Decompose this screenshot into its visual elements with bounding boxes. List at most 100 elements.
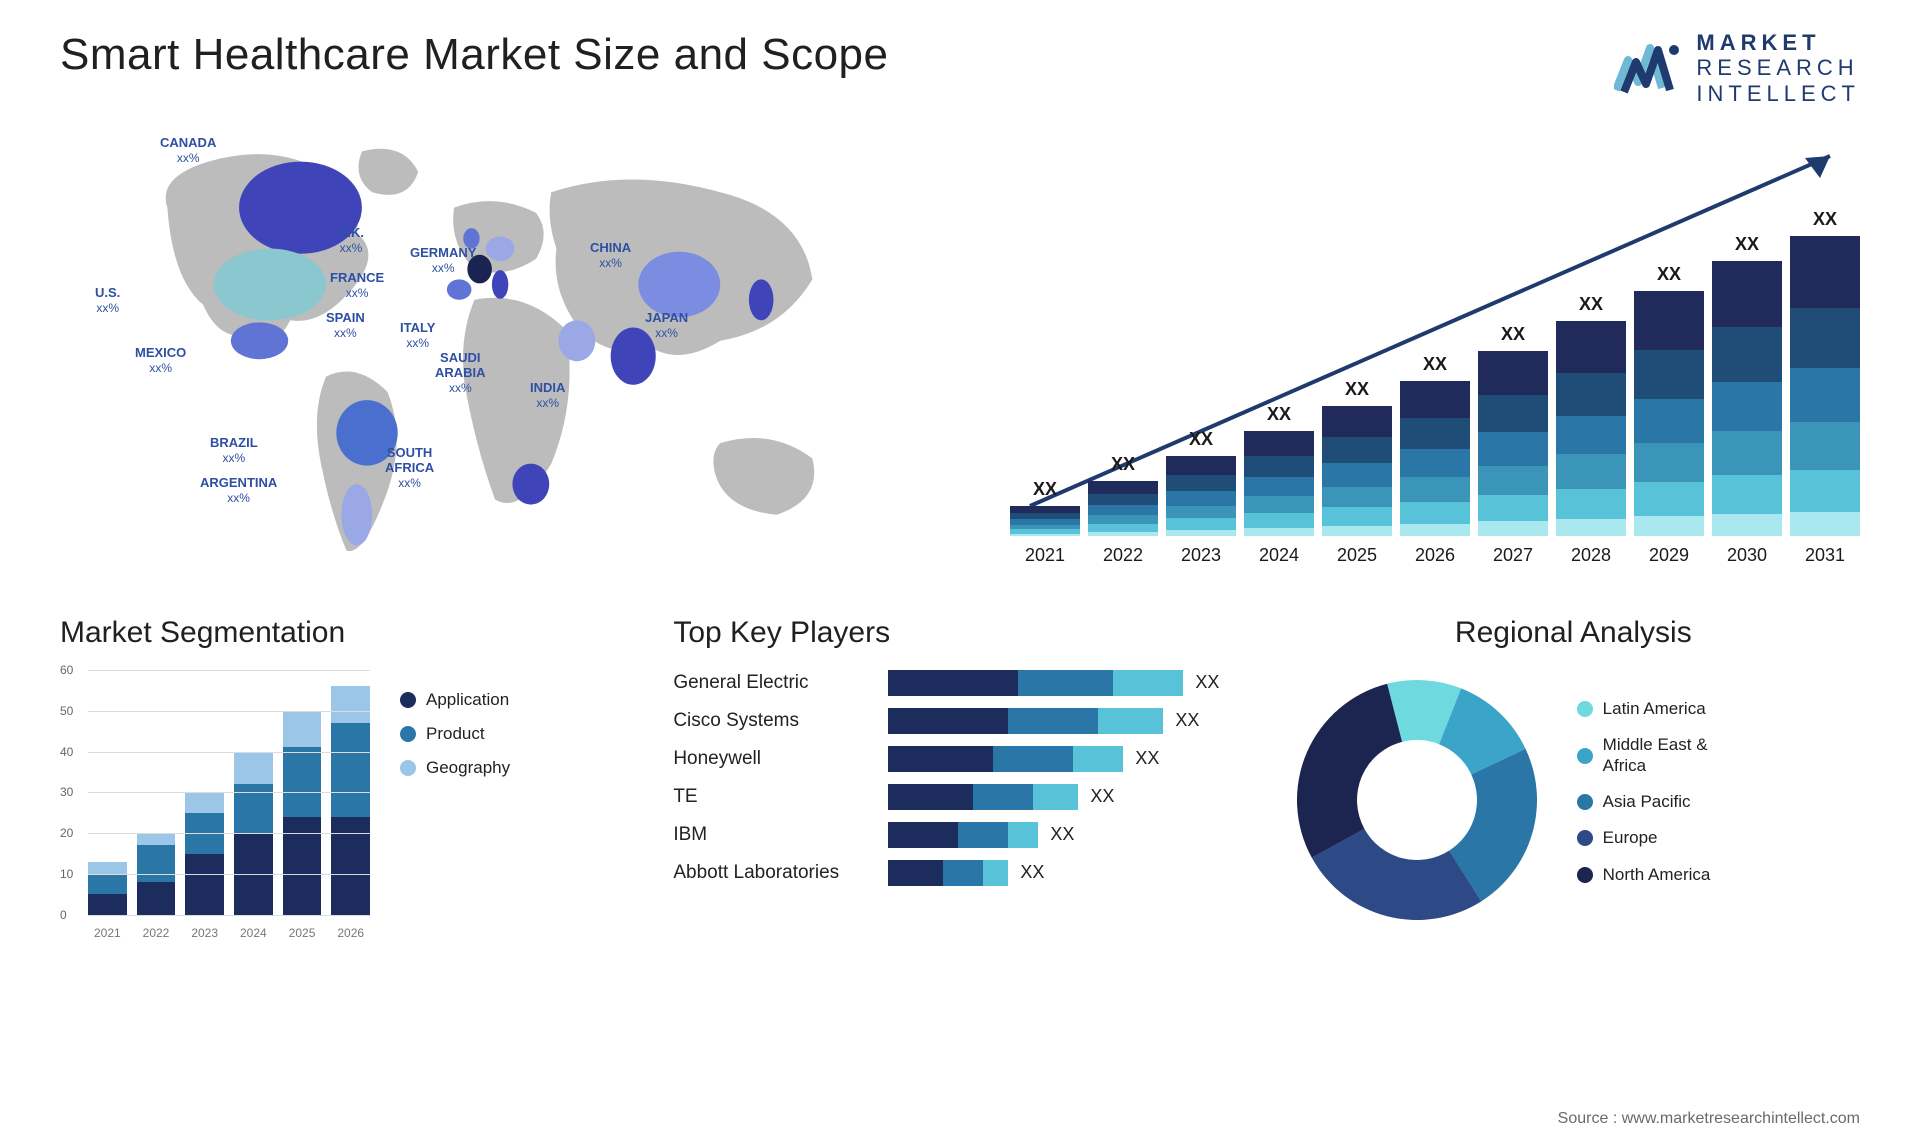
- growth-segment: [1088, 481, 1158, 494]
- growth-segment: [1244, 496, 1314, 513]
- growth-segment: [1400, 502, 1470, 524]
- growth-bar-label: XX: [1033, 479, 1057, 500]
- growth-bar-2031: XX: [1790, 236, 1860, 536]
- growth-segment: [1088, 532, 1158, 536]
- logo-line1: MARKET: [1696, 30, 1860, 55]
- y-tick-label: 50: [60, 704, 73, 718]
- legend-label: Asia Pacific: [1603, 792, 1691, 812]
- key-player-bar-wrap: XX: [888, 708, 1246, 734]
- growth-segment: [1712, 514, 1782, 536]
- growth-segment: [1010, 506, 1080, 513]
- map-label-saudi-arabia: SAUDIARABIAxx%: [435, 351, 486, 396]
- legend-label: North America: [1603, 865, 1711, 885]
- growth-bar-2024: XX: [1244, 431, 1314, 536]
- seg-bar-2021: [88, 862, 127, 915]
- kp-segment: [973, 784, 1033, 810]
- legend-label: Application: [426, 690, 509, 710]
- growth-segment: [1478, 521, 1548, 536]
- growth-segment: [1634, 443, 1704, 482]
- growth-segment: [1400, 524, 1470, 536]
- growth-segment: [1790, 236, 1860, 308]
- seg-segment: [88, 862, 127, 874]
- legend-dot-icon: [400, 692, 416, 708]
- growth-segment: [1244, 528, 1314, 536]
- growth-bar-2030: XX: [1712, 261, 1782, 536]
- map-label-france: FRANCExx%: [330, 271, 384, 301]
- seg-bar-2025: [283, 711, 322, 915]
- seg-year-label: 2023: [185, 926, 224, 940]
- key-player-label: General Electric: [673, 672, 873, 694]
- growth-bar-label: XX: [1111, 454, 1135, 475]
- growth-segment: [1400, 418, 1470, 449]
- y-tick-label: 60: [60, 663, 73, 677]
- world-map-panel: CANADAxx%U.S.xx%MEXICOxx%BRAZILxx%ARGENT…: [60, 136, 930, 566]
- key-player-value: XX: [1090, 786, 1114, 807]
- growth-bar-label: XX: [1735, 234, 1759, 255]
- legend-dot-icon: [400, 760, 416, 776]
- growth-year-label: 2024: [1244, 545, 1314, 566]
- key-player-value: XX: [1050, 824, 1074, 845]
- seg-segment: [185, 792, 224, 812]
- kp-segment: [1073, 746, 1123, 772]
- growth-segment: [1088, 494, 1158, 505]
- gridline: [88, 711, 370, 712]
- legend-label: Latin America: [1603, 699, 1706, 719]
- growth-year-label: 2027: [1478, 545, 1548, 566]
- map-label-canada: CANADAxx%: [160, 136, 216, 166]
- growth-segment: [1478, 495, 1548, 521]
- legend-label: Product: [426, 724, 485, 744]
- growth-year-label: 2021: [1010, 545, 1080, 566]
- growth-bar-2026: XX: [1400, 381, 1470, 536]
- growth-segment: [1322, 437, 1392, 463]
- legend-item: Geography: [400, 758, 510, 778]
- growth-segment: [1556, 373, 1626, 416]
- growth-bar-label: XX: [1423, 354, 1447, 375]
- growth-segment: [1634, 350, 1704, 399]
- legend-item: Latin America: [1577, 699, 1711, 719]
- seg-segment: [283, 747, 322, 816]
- key-player-row: IBMXX: [673, 822, 1246, 848]
- growth-segment: [1790, 368, 1860, 422]
- growth-segment: [1712, 261, 1782, 327]
- growth-segment: [1712, 431, 1782, 475]
- growth-segment: [1244, 477, 1314, 496]
- kp-segment: [888, 746, 993, 772]
- segmentation-chart: 202120222023202420252026 0102030405060: [60, 670, 370, 940]
- kp-segment: [1008, 708, 1098, 734]
- legend-label: Geography: [426, 758, 510, 778]
- gridline: [88, 833, 370, 834]
- y-tick-label: 0: [60, 908, 67, 922]
- growth-bar-2028: XX: [1556, 321, 1626, 536]
- growth-year-label: 2022: [1088, 545, 1158, 566]
- key-player-label: TE: [673, 786, 873, 808]
- legend-item: Application: [400, 690, 510, 710]
- kp-segment: [993, 746, 1073, 772]
- seg-bar-2026: [331, 686, 370, 915]
- growth-segment: [1322, 463, 1392, 486]
- growth-year-label: 2029: [1634, 545, 1704, 566]
- seg-segment: [137, 882, 176, 915]
- growth-segment: [1634, 482, 1704, 516]
- gridline: [88, 752, 370, 753]
- seg-year-label: 2022: [137, 926, 176, 940]
- growth-segment: [1712, 327, 1782, 382]
- kp-segment: [888, 708, 1008, 734]
- seg-segment: [331, 686, 370, 723]
- kp-segment: [888, 784, 973, 810]
- map-label-india: INDIAxx%: [530, 381, 565, 411]
- legend-item: Europe: [1577, 828, 1711, 848]
- key-player-row: TE XX: [673, 784, 1246, 810]
- growth-segment: [1712, 475, 1782, 514]
- key-player-bar-wrap: XX: [888, 822, 1246, 848]
- growth-segment: [1010, 534, 1080, 536]
- growth-segment: [1244, 513, 1314, 528]
- key-player-bar-wrap: XX: [888, 784, 1246, 810]
- growth-bar-2021: XX: [1010, 506, 1080, 536]
- growth-segment: [1478, 395, 1548, 432]
- map-label-argentina: ARGENTINAxx%: [200, 476, 277, 506]
- growth-bar-2022: XX: [1088, 481, 1158, 536]
- segmentation-title: Market Segmentation: [60, 616, 633, 650]
- legend-dot-icon: [1577, 701, 1593, 717]
- seg-year-label: 2026: [331, 926, 370, 940]
- seg-segment: [331, 817, 370, 915]
